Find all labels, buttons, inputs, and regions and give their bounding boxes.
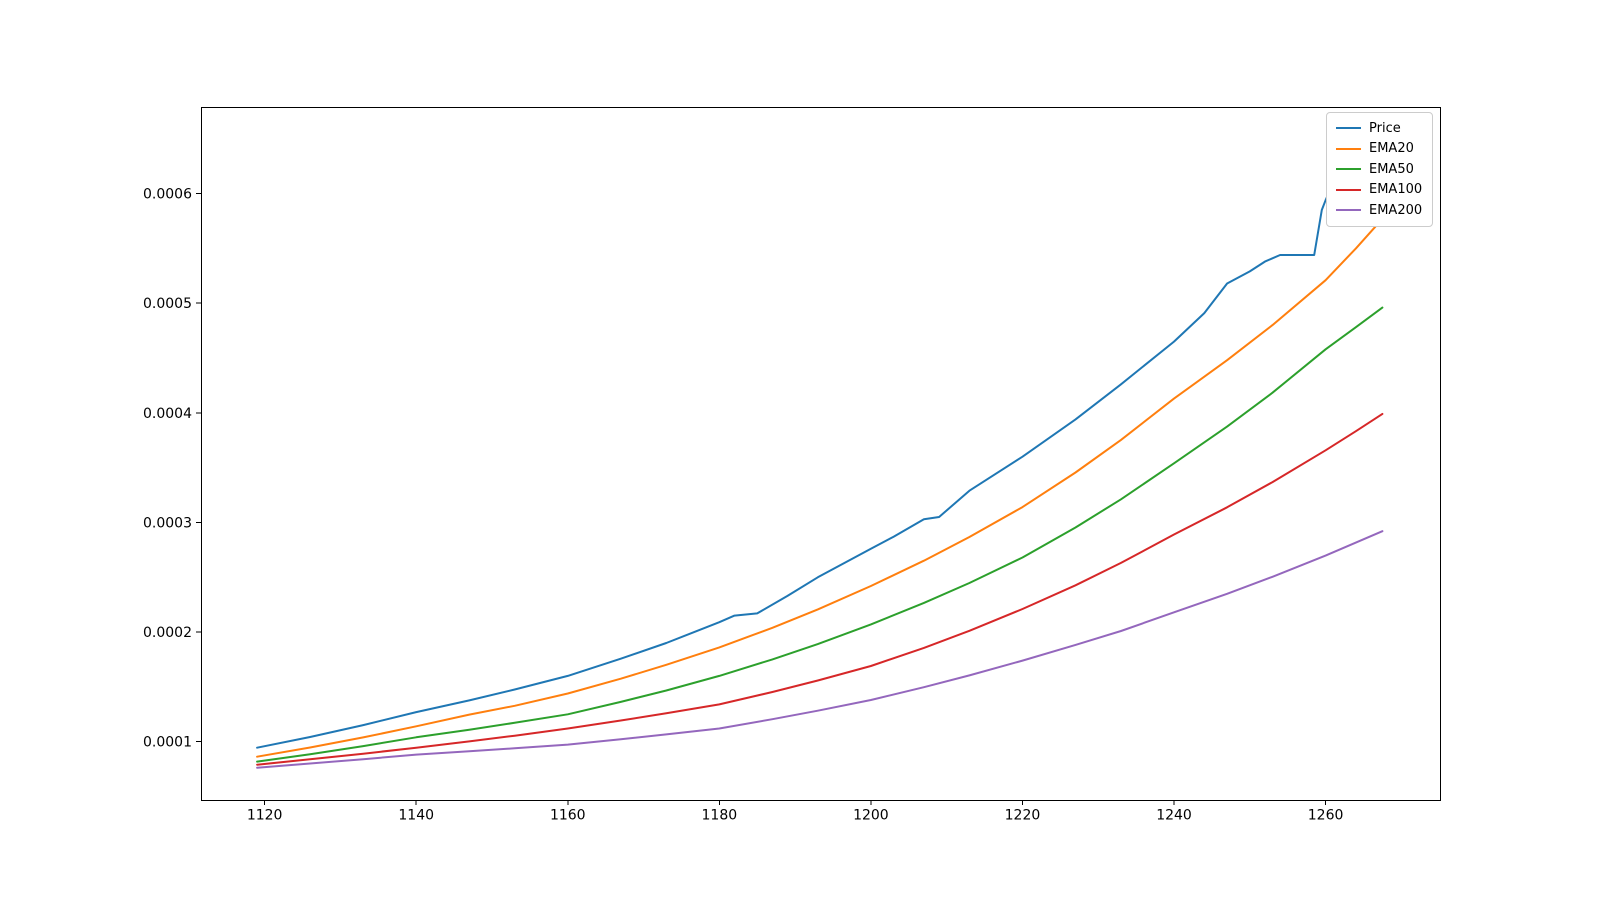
series-group — [256, 135, 1384, 769]
legend: Price EMA20 EMA50 EMA100 EMA200 — [1326, 112, 1434, 227]
series-line-ema50 — [256, 306, 1384, 763]
series-line-price — [256, 135, 1384, 749]
legend-line-sample — [1336, 147, 1361, 150]
series-line-ema20 — [256, 217, 1384, 758]
y-tick-label: 0.0002 — [143, 625, 192, 641]
x-tick-label: 1220 — [1005, 808, 1041, 824]
x-tick-label: 1200 — [853, 808, 889, 824]
legend-label: EMA20 — [1369, 141, 1414, 157]
plot-border — [201, 107, 1441, 801]
x-tick-label: 1120 — [247, 808, 283, 824]
legend-item-ema100: EMA100 — [1336, 180, 1422, 201]
legend-label: EMA100 — [1369, 182, 1423, 198]
y-tick-label: 0.0005 — [143, 296, 192, 312]
legend-item-ema20: EMA20 — [1336, 139, 1422, 160]
x-tick-label: 1140 — [398, 808, 434, 824]
series-line-ema100 — [256, 412, 1384, 766]
y-tick-label: 0.0006 — [143, 187, 192, 203]
x-tick-label: 1240 — [1156, 808, 1192, 824]
x-tick-label: 1180 — [702, 808, 738, 824]
legend-line-sample — [1336, 209, 1361, 212]
legend-line-sample — [1336, 127, 1361, 130]
legend-item-ema200: EMA200 — [1336, 200, 1422, 221]
legend-label: EMA200 — [1369, 202, 1423, 218]
y-tick-label: 0.0003 — [143, 515, 192, 531]
y-tick-label: 0.0001 — [143, 735, 192, 751]
legend-item-price: Price — [1336, 118, 1422, 139]
legend-label: Price — [1369, 120, 1401, 136]
legend-item-ema50: EMA50 — [1336, 159, 1422, 180]
legend-line-sample — [1336, 188, 1361, 191]
y-tick-label: 0.0004 — [143, 406, 192, 422]
series-line-ema200 — [256, 530, 1384, 769]
x-tick-label: 1260 — [1308, 808, 1344, 824]
x-tick-label: 1160 — [550, 808, 586, 824]
legend-label: EMA50 — [1369, 161, 1414, 177]
legend-line-sample — [1336, 168, 1361, 171]
